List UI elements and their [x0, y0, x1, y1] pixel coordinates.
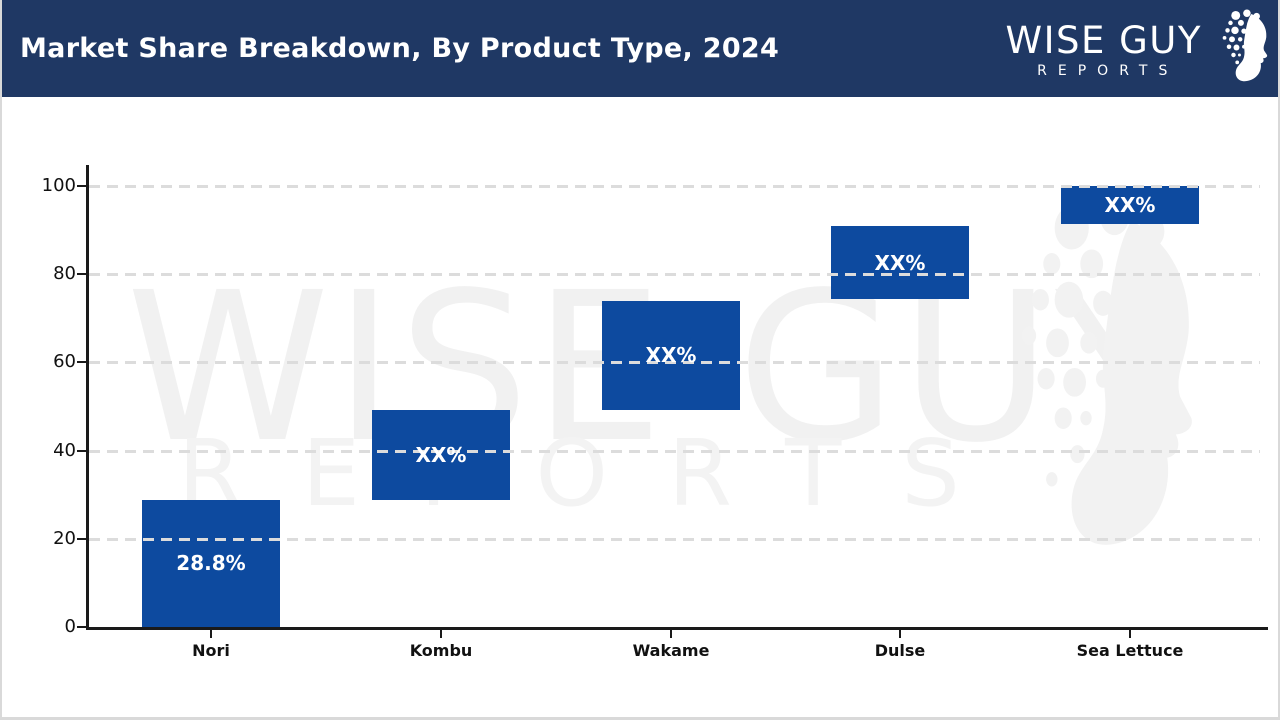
gridline-60: [89, 361, 1260, 365]
bar-Dulse: [831, 226, 969, 300]
y-tick-mark-60: [77, 361, 86, 364]
gridline-100: [89, 185, 1260, 188]
y-tick-mark-80: [77, 273, 86, 276]
bar-label-Nori: 28.8%: [176, 551, 246, 576]
x-tick-mark-Nori: [210, 629, 212, 638]
gridline-40: [89, 449, 1260, 453]
wiseguy-face-logo-icon: [1202, 8, 1270, 90]
y-tick-label-60: 60: [53, 351, 76, 373]
y-tick-mark-100: [77, 185, 86, 187]
y-tick-label-20: 20: [53, 527, 76, 549]
gridline-80: [89, 273, 1260, 277]
bar-Nori: [142, 499, 280, 627]
bar-label-Sea Lettuce: XX%: [1104, 193, 1156, 218]
y-tick-label-80: 80: [53, 263, 76, 285]
x-tick-label-Kombu: Kombu: [409, 641, 473, 660]
y-tick-mark-40: [77, 449, 86, 452]
y-tick-label-100: 100: [41, 175, 76, 196]
x-tick-label-Nori: Nori: [192, 641, 230, 660]
y-axis-spine: [86, 165, 89, 630]
bar-Sea Lettuce: [1061, 186, 1199, 225]
watermark-text-line2: REPORTS: [178, 420, 1020, 527]
logo-wise-guy-text: WISE GUY: [1005, 19, 1202, 62]
y-tick-mark-0: [77, 626, 86, 628]
x-tick-label-Dulse: Dulse: [874, 641, 926, 660]
x-axis-spine: [86, 627, 1268, 630]
wiseguy-logo: WISE GUY REPORTS: [1006, 8, 1270, 90]
page-title: Market Share Breakdown, By Product Type,…: [20, 33, 780, 64]
gridline-20: [89, 537, 1260, 541]
y-tick-mark-20: [77, 537, 86, 540]
logo-reports-text: REPORTS: [1037, 63, 1179, 79]
y-tick-label-0: 0: [64, 616, 76, 637]
bar-label-Kombu: XX%: [415, 443, 467, 467]
bar-label-Dulse: XX%: [874, 250, 926, 275]
x-tick-mark-Kombu: [440, 629, 442, 638]
x-tick-mark-Sea Lettuce: [1129, 629, 1131, 638]
bar-label-Wakame: XX%: [645, 343, 697, 368]
header-bar: Market Share Breakdown, By Product Type,…: [0, 0, 1280, 97]
x-tick-mark-Dulse: [899, 629, 901, 638]
bar-Kombu: [372, 410, 510, 500]
x-tick-label-Sea Lettuce: Sea Lettuce: [1076, 641, 1184, 660]
wiseguy-logo-text: WISE GUY REPORTS: [1005, 19, 1202, 80]
bar-Wakame: [602, 301, 740, 410]
x-tick-label-Wakame: Wakame: [632, 641, 710, 660]
y-tick-label-40: 40: [53, 439, 76, 461]
x-tick-mark-Wakame: [670, 629, 672, 638]
